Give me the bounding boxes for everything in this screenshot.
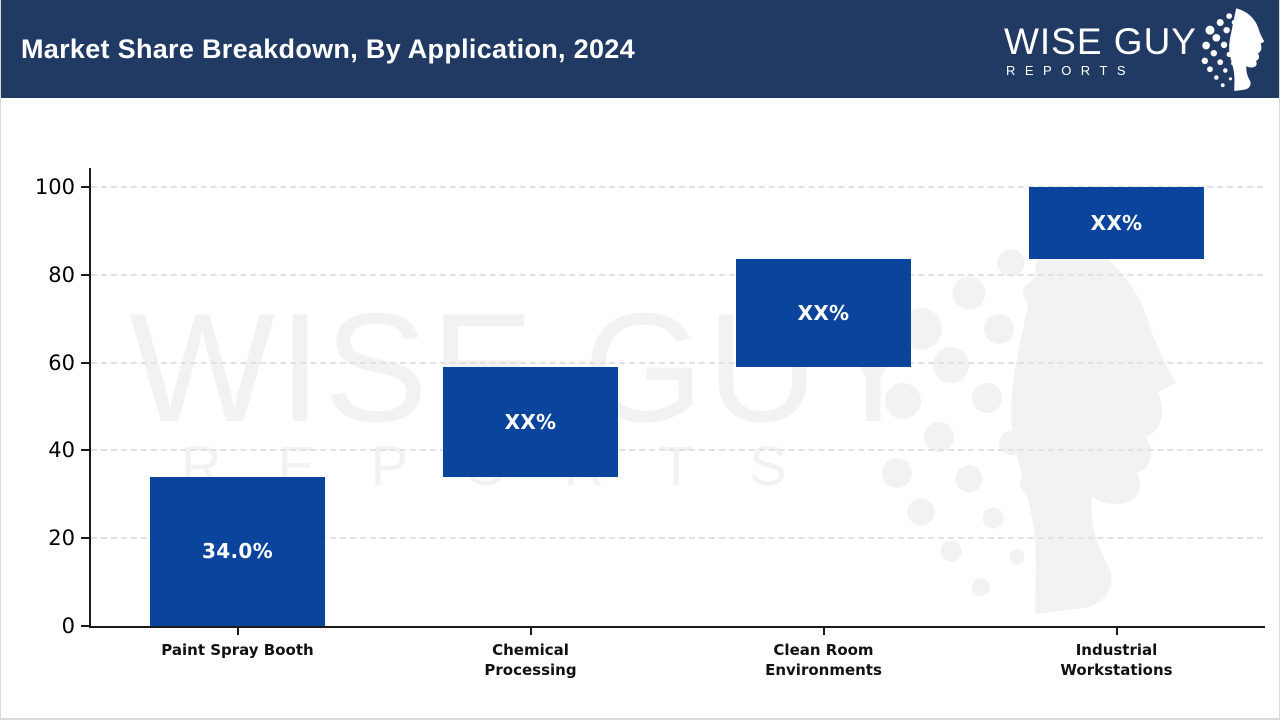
x-tick-0: [236, 628, 239, 635]
logo-wordmark: WISE GUY: [1003, 20, 1197, 62]
bar-chemical-processing: XX%: [442, 367, 619, 477]
x-category-label-line: Industrial: [1075, 641, 1158, 659]
x-category-label-line: Environments: [765, 661, 882, 680]
gridline-20: [91, 537, 1263, 540]
plot-area: 34.0% XX% XX% XX%: [91, 187, 1263, 626]
y-tick-label-0: 0: [61, 614, 75, 638]
header-band: Market Share Breakdown, By Application, …: [1, 0, 1279, 98]
x-category-label-line: Workstations: [1060, 661, 1173, 680]
logo-head-icon: [1201, 8, 1265, 91]
brand-logo-text: WISE GUY REPORTS: [1004, 23, 1197, 78]
x-category-label: Clean Room Environments: [677, 640, 970, 681]
bar-paint-spray-booth: 34.0%: [149, 476, 326, 626]
bar-value-label: XX%: [1090, 211, 1143, 236]
logo-subtext: REPORTS: [1005, 62, 1136, 78]
x-category-label: Paint Spray Booth: [91, 640, 384, 660]
x-category-label-line: Clean Room: [773, 641, 874, 659]
gridline-60: [91, 361, 1263, 364]
y-tick-60: [81, 361, 90, 364]
x-category-label: Industrial Workstations: [970, 640, 1263, 681]
y-tick-label-100: 100: [34, 175, 75, 199]
x-tick-2: [822, 628, 825, 635]
chart-title: Market Share Breakdown, By Application, …: [21, 33, 635, 64]
x-category-label-line: Processing: [484, 661, 577, 680]
bar-value-label: 34.0%: [202, 539, 273, 564]
bar-clean-room-environments: XX%: [735, 259, 912, 367]
gridline-40: [91, 449, 1263, 452]
y-tick-label-20: 20: [48, 526, 75, 551]
y-tick-0: [81, 625, 90, 627]
y-tick-label-40: 40: [48, 438, 75, 463]
bar-industrial-workstations: XX%: [1028, 187, 1205, 260]
y-tick-80: [81, 273, 90, 276]
x-tick-3: [1115, 628, 1118, 635]
y-tick-20: [81, 537, 90, 540]
x-axis-line: [89, 626, 1265, 628]
x-category-label: Chemical Processing: [384, 640, 677, 681]
y-axis-line: [89, 168, 91, 628]
x-category-label-line: Chemical: [492, 641, 569, 659]
y-tick-label-80: 80: [48, 262, 75, 287]
watermark-head-icon: [882, 227, 1176, 614]
bar-value-label: XX%: [797, 301, 850, 326]
gridline-100: [91, 186, 1263, 188]
bar-value-label: XX%: [504, 409, 557, 434]
x-tick-1: [529, 628, 532, 635]
x-category-label-line: Paint Spray Booth: [161, 641, 314, 659]
y-tick-100: [81, 186, 90, 188]
y-tick-label-60: 60: [48, 350, 75, 375]
brand-logo: WISE GUY REPORTS: [1004, 4, 1265, 96]
y-tick-40: [81, 449, 90, 452]
gridline-80: [91, 273, 1263, 276]
